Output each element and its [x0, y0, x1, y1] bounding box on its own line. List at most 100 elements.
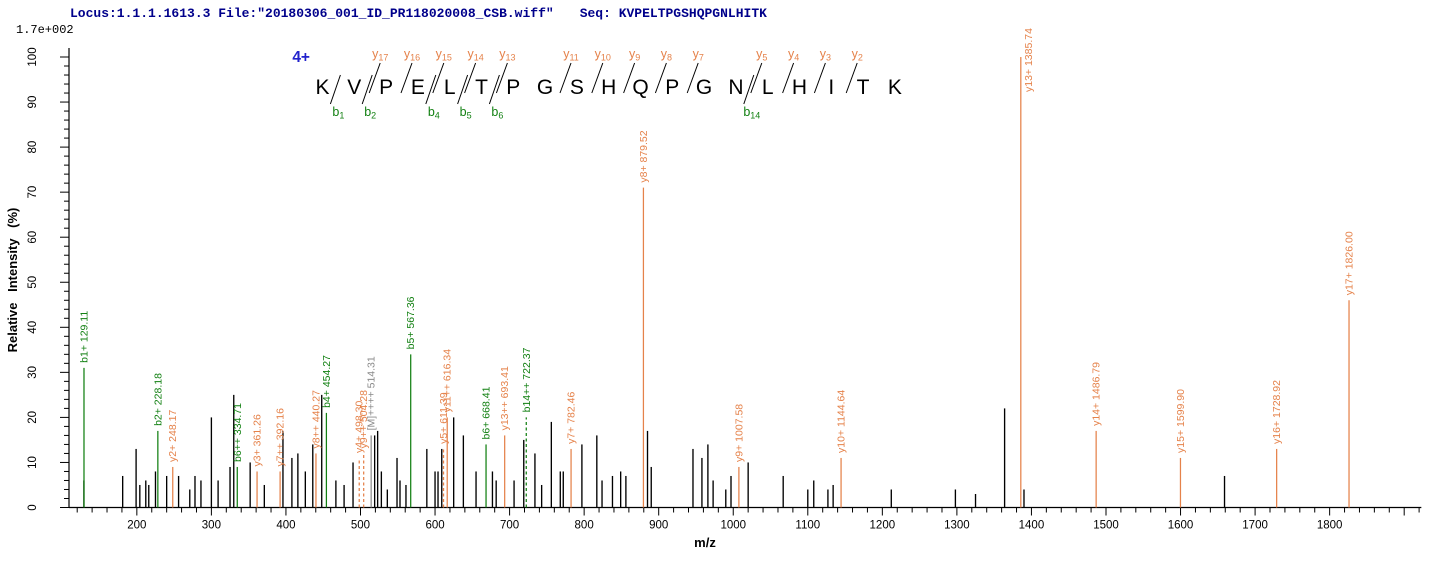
y-ion-label: y17	[372, 47, 388, 63]
x-tick-label: 1400	[1019, 520, 1045, 532]
peak-label: y9+ 1007.58	[733, 404, 745, 462]
b-ion-label: b14	[743, 105, 760, 121]
residue-letter: L	[444, 76, 456, 99]
peak-label: b14++ 722.37	[521, 347, 533, 412]
x-tick-label: 600	[425, 520, 444, 532]
residue-letter: N	[728, 76, 743, 99]
b-ion-label: b2	[364, 105, 376, 121]
y-ion-label: y10	[595, 47, 611, 63]
cleavage-slash	[329, 74, 341, 105]
residue-letter: V	[347, 76, 361, 99]
x-tick-label: 1300	[944, 520, 970, 532]
y-tick-label: 80	[27, 141, 39, 154]
x-tick-label: 700	[500, 520, 519, 532]
header-bar: Locus:1.1.1.1613.3 File:"20180306_001_ID…	[70, 6, 767, 21]
peak-label: y17+ 1826.00	[1344, 231, 1356, 295]
x-tick-label: 1200	[870, 520, 896, 532]
peak-label: b5+ 567.36	[405, 296, 417, 349]
y-tick-label: 40	[27, 321, 39, 334]
x-axis-title: m/z	[694, 535, 716, 550]
peak-label: y13++ 693.41	[499, 366, 511, 430]
residue-letter: P	[665, 76, 679, 99]
cleavage-slash	[845, 62, 858, 94]
cleavage-slash	[813, 62, 826, 94]
peak-label: y15+ 1599.90	[1175, 389, 1187, 453]
b-ion-label: b4	[428, 105, 440, 121]
peak-label: y7+ 782.46	[566, 392, 578, 444]
x-tick-label: 1500	[1093, 520, 1119, 532]
cleavage-slash	[623, 62, 636, 94]
b-ion-label: b6	[491, 105, 503, 121]
peak-label: b6+ 668.41	[481, 386, 493, 439]
residue-letter: L	[762, 76, 774, 99]
y-ion-label: y8	[661, 47, 672, 63]
x-tick-label: 1100	[795, 520, 820, 532]
y-tick-label: 10	[27, 456, 39, 469]
y-tick-label: 70	[27, 186, 39, 199]
cleavage-slash	[432, 62, 445, 94]
y-tick-label: 100	[27, 47, 39, 66]
peak-label: b4+ 454.27	[321, 355, 333, 408]
charge-state-label: 4+	[292, 49, 310, 66]
y-tick-label: 0	[27, 504, 39, 510]
cleavage-slash	[400, 62, 413, 94]
y-ion-label: y11	[563, 47, 579, 63]
residue-letter: S	[570, 76, 584, 99]
residue-letter: K	[315, 76, 329, 99]
peak-label: y8++ 440.27	[310, 390, 322, 449]
residue-letter: T	[475, 76, 488, 99]
cleavage-slash	[559, 62, 572, 94]
x-tick-label: 1600	[1168, 520, 1194, 532]
b-ion-label: b5	[460, 105, 472, 121]
peak-label: y16+ 1728.92	[1271, 380, 1283, 444]
y-ion-label: y2	[852, 47, 863, 63]
x-tick-label: 300	[202, 520, 221, 532]
cleavage-slash	[654, 62, 667, 94]
y-tick-label: 20	[27, 411, 39, 424]
y-ion-label: y14	[467, 47, 483, 63]
peak-label: b1+ 129.11	[78, 311, 90, 363]
y-tick-label: 90	[27, 96, 39, 109]
y-ion-label: y5	[756, 47, 767, 63]
peak-label: y3+ 361.26	[252, 414, 264, 466]
x-tick-label: 1700	[1242, 520, 1268, 532]
y-ion-label: y7	[693, 47, 704, 63]
x-tick-label: 1000	[720, 520, 746, 532]
peak-label: b6++ 334.71	[232, 403, 244, 462]
residue-letter: Q	[632, 76, 648, 99]
peak-label: y9++ 504.28	[358, 390, 370, 449]
cleavage-slash	[464, 62, 477, 94]
peak-label: y4+ 498.30	[354, 401, 366, 453]
cleavage-slash	[495, 62, 508, 94]
x-tick-label: 800	[575, 520, 594, 532]
y-ion-label: y16	[404, 47, 420, 63]
residue-letter: G	[696, 76, 712, 99]
peak-label: y13+ 1385.74	[1023, 28, 1035, 92]
y-ion-label: y13	[499, 47, 515, 63]
y-axis-title: Relative Intensity (%)	[5, 208, 20, 353]
cleavage-slash	[750, 62, 763, 94]
peak-label: b2+ 228.18	[152, 373, 164, 426]
cleavage-slash	[743, 74, 755, 105]
cleavage-slash	[591, 62, 604, 94]
cleavage-slash	[361, 74, 373, 105]
peak-label: y10+ 1144.64	[836, 390, 848, 453]
residue-letter: H	[601, 76, 616, 99]
y-ion-label: y9	[629, 47, 640, 63]
y-ion-label: y3	[820, 47, 831, 63]
residue-letter: G	[537, 76, 553, 99]
x-tick-label: 500	[351, 520, 370, 532]
residue-letter: K	[888, 76, 902, 99]
cleavage-slash	[782, 62, 795, 94]
locus-file-label: Locus:1.1.1.1613.3 File:"20180306_001_ID…	[70, 6, 554, 21]
y-tick-label: 50	[27, 276, 39, 289]
peak-label: y8+ 879.52	[638, 130, 650, 182]
x-tick-label: 200	[127, 520, 146, 532]
sequence-label: Seq: KVPELTPGSHQPGNLHITK	[579, 6, 767, 21]
y-ion-label: y4	[788, 47, 799, 63]
residue-letter: H	[792, 76, 807, 99]
x-tick-label: 1800	[1317, 520, 1343, 532]
residue-letter: E	[411, 76, 425, 99]
